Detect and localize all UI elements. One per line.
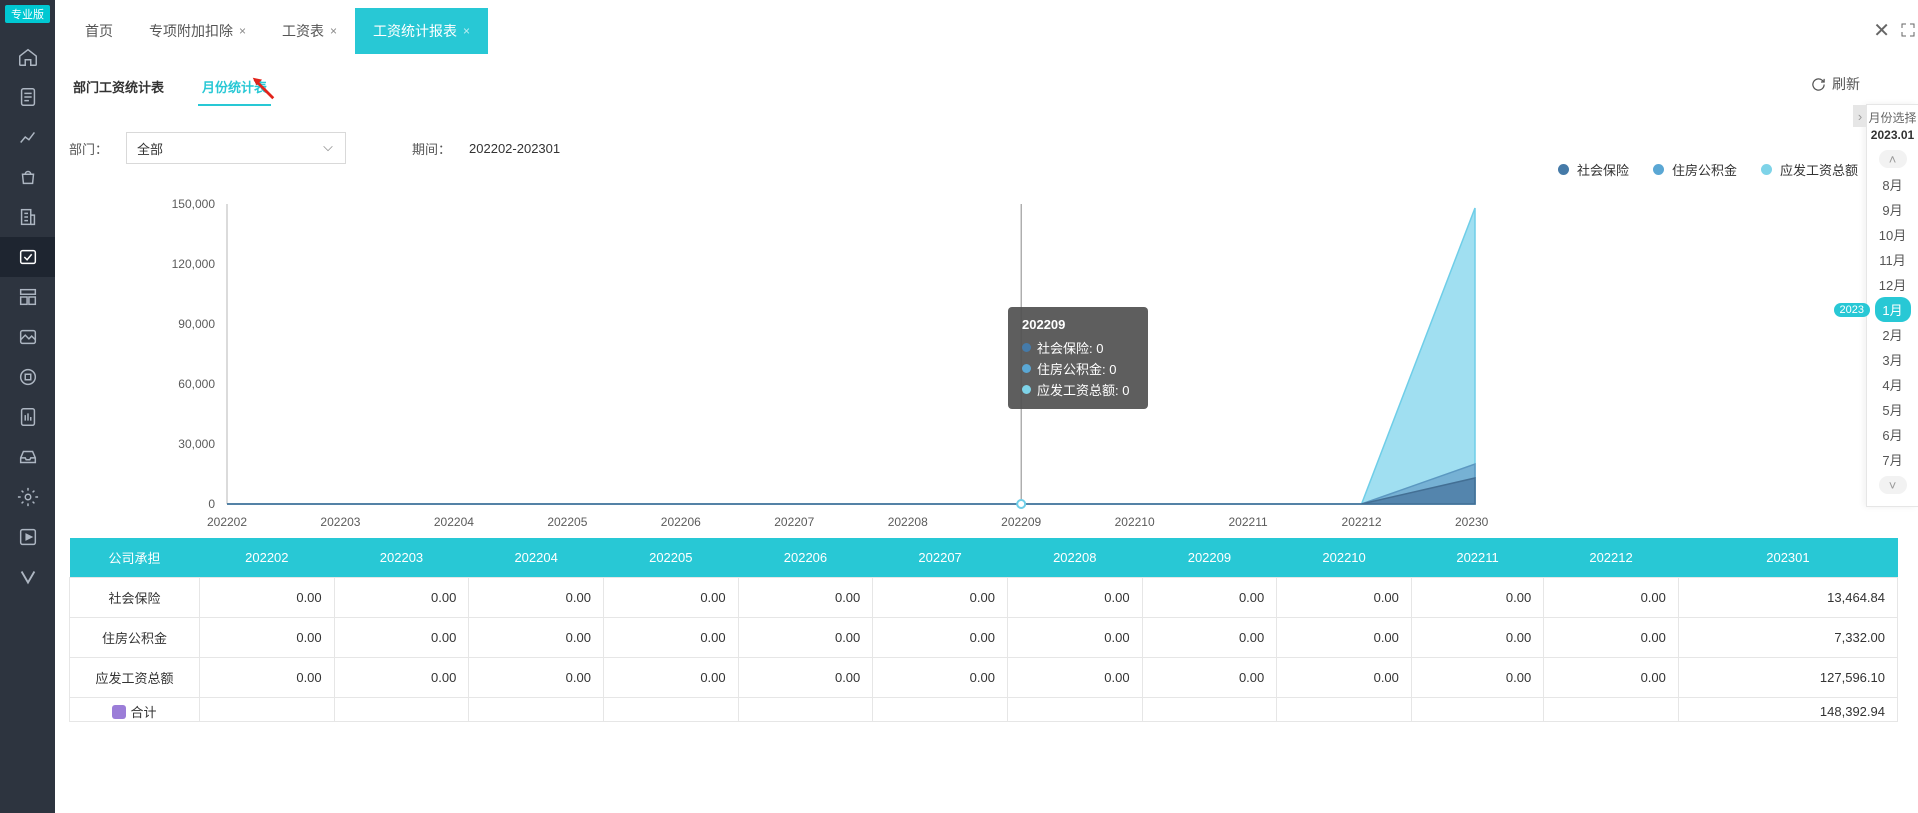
nav-v-icon[interactable] xyxy=(0,557,55,597)
svg-text:150,000: 150,000 xyxy=(172,197,216,211)
svg-text:60,000: 60,000 xyxy=(178,377,215,391)
close-icon[interactable]: × xyxy=(330,24,337,38)
close-icon[interactable]: × xyxy=(239,24,246,38)
year-badge: 2023 xyxy=(1834,303,1870,317)
legend-item-social[interactable]: 社会保险 xyxy=(1558,160,1629,179)
top-tabs: 首页 专项附加扣除× 工资表× 工资统计报表× ✕ xyxy=(55,8,1918,54)
month-option[interactable]: 3月 xyxy=(1875,347,1911,372)
svg-text:202203: 202203 xyxy=(320,515,360,529)
nav-home-icon[interactable] xyxy=(0,37,55,77)
tab-home[interactable]: 首页 xyxy=(67,8,131,54)
tooltip-row: 住房公积金: 0 xyxy=(1022,359,1134,378)
tab-salary-sheet[interactable]: 工资表× xyxy=(264,8,355,54)
dept-select[interactable]: 全部 xyxy=(126,132,346,164)
sub-tabs: 部门工资统计表 月份统计表 xyxy=(69,68,1918,108)
nav-inbox-icon[interactable] xyxy=(0,437,55,477)
svg-text:202212: 202212 xyxy=(1342,515,1382,529)
svg-text:30,000: 30,000 xyxy=(178,437,215,451)
chart-tooltip: 202209 社会保险: 0 住房公积金: 0 应发工资总额: 0 xyxy=(1008,307,1148,409)
svg-text:202208: 202208 xyxy=(888,515,928,529)
table-summary-row: 合计148,392.94 xyxy=(70,698,1898,722)
tooltip-row: 社会保险: 0 xyxy=(1022,338,1134,357)
tab-special-deduction[interactable]: 专项附加扣除× xyxy=(131,8,264,54)
svg-text:202211: 202211 xyxy=(1229,515,1268,529)
month-option[interactable]: 12月 xyxy=(1875,272,1911,297)
nav-chart-icon[interactable] xyxy=(0,117,55,157)
period-label: 期间： xyxy=(412,139,451,158)
summary-table: 公司承担202202202203202204202205202206202207… xyxy=(69,538,1898,722)
scroll-up-icon[interactable]: ˄ xyxy=(1879,150,1907,168)
svg-text:120,000: 120,000 xyxy=(172,257,216,271)
svg-text:0: 0 xyxy=(208,497,215,511)
month-panel-year: 2023.01 xyxy=(1871,128,1914,142)
tooltip-title: 202209 xyxy=(1022,317,1134,332)
tab-salary-report[interactable]: 工资统计报表× xyxy=(355,8,488,54)
svg-text:202301: 202301 xyxy=(1455,515,1489,529)
month-option[interactable]: 11月 xyxy=(1875,247,1911,272)
nav-template-icon[interactable] xyxy=(0,277,55,317)
nav-doc-icon[interactable] xyxy=(0,77,55,117)
svg-text:202210: 202210 xyxy=(1115,515,1155,529)
chevron-down-icon xyxy=(321,141,335,155)
table-row: 住房公积金0.000.000.000.000.000.000.000.000.0… xyxy=(70,618,1898,658)
month-option[interactable]: 9月 xyxy=(1875,197,1911,222)
svg-text:90,000: 90,000 xyxy=(178,317,215,331)
legend-item-gross[interactable]: 应发工资总额 xyxy=(1761,160,1858,179)
nav-process-icon[interactable] xyxy=(0,357,55,397)
month-panel-title: 月份选择 xyxy=(1868,109,1916,126)
subtab-month[interactable]: 月份统计表 xyxy=(198,77,271,106)
nav-salary-icon[interactable] xyxy=(0,237,55,277)
period-value: 202202-202301 xyxy=(469,141,560,156)
pro-badge: 专业版 xyxy=(5,5,50,23)
month-option[interactable]: 4月 xyxy=(1875,372,1911,397)
svg-text:202207: 202207 xyxy=(774,515,814,529)
left-sidebar: 专业版 xyxy=(0,0,55,813)
scroll-down-icon[interactable]: ˅ xyxy=(1879,476,1907,494)
svg-text:202205: 202205 xyxy=(547,515,587,529)
tooltip-row: 应发工资总额: 0 xyxy=(1022,380,1134,399)
month-option[interactable]: 5月 xyxy=(1875,397,1911,422)
dept-select-value: 全部 xyxy=(137,139,163,158)
table-row: 应发工资总额0.000.000.000.000.000.000.000.000.… xyxy=(70,658,1898,698)
nav-settings-icon[interactable] xyxy=(0,477,55,517)
dept-label: 部门： xyxy=(69,139,108,158)
subtab-dept[interactable]: 部门工资统计表 xyxy=(69,77,168,106)
panel-collapse-icon[interactable]: › xyxy=(1853,105,1867,127)
svg-text:202202: 202202 xyxy=(207,515,247,529)
nav-building-icon[interactable] xyxy=(0,197,55,237)
month-picker-panel: › 月份选择 2023.01 ˄ 8月9月10月11月12月1月2月3月4月5月… xyxy=(1866,104,1918,507)
nav-bag-icon[interactable] xyxy=(0,157,55,197)
nav-play-icon[interactable] xyxy=(0,517,55,557)
month-option[interactable]: 1月 xyxy=(1875,297,1911,322)
legend-item-housing[interactable]: 住房公积金 xyxy=(1653,160,1737,179)
month-option[interactable]: 7月 xyxy=(1875,447,1911,472)
svg-text:202204: 202204 xyxy=(434,515,474,529)
month-option[interactable]: 6月 xyxy=(1875,422,1911,447)
table-row: 社会保险0.000.000.000.000.000.000.000.000.00… xyxy=(70,578,1898,618)
nav-image-icon[interactable] xyxy=(0,317,55,357)
expand-icon[interactable] xyxy=(1900,22,1916,38)
chart-legend: 社会保险 住房公积金 应发工资总额 xyxy=(1558,160,1858,179)
month-option[interactable]: 8月 xyxy=(1875,172,1911,197)
svg-text:202206: 202206 xyxy=(661,515,701,529)
close-icon[interactable]: × xyxy=(463,24,470,38)
month-option[interactable]: 10月 xyxy=(1875,222,1911,247)
nav-report-icon[interactable] xyxy=(0,397,55,437)
close-panel-button[interactable]: ✕ xyxy=(1873,18,1890,43)
month-option[interactable]: 2月 xyxy=(1875,322,1911,347)
chart: 150,000120,00090,00060,00030,00002022022… xyxy=(69,184,1489,524)
svg-text:202209: 202209 xyxy=(1001,515,1041,529)
